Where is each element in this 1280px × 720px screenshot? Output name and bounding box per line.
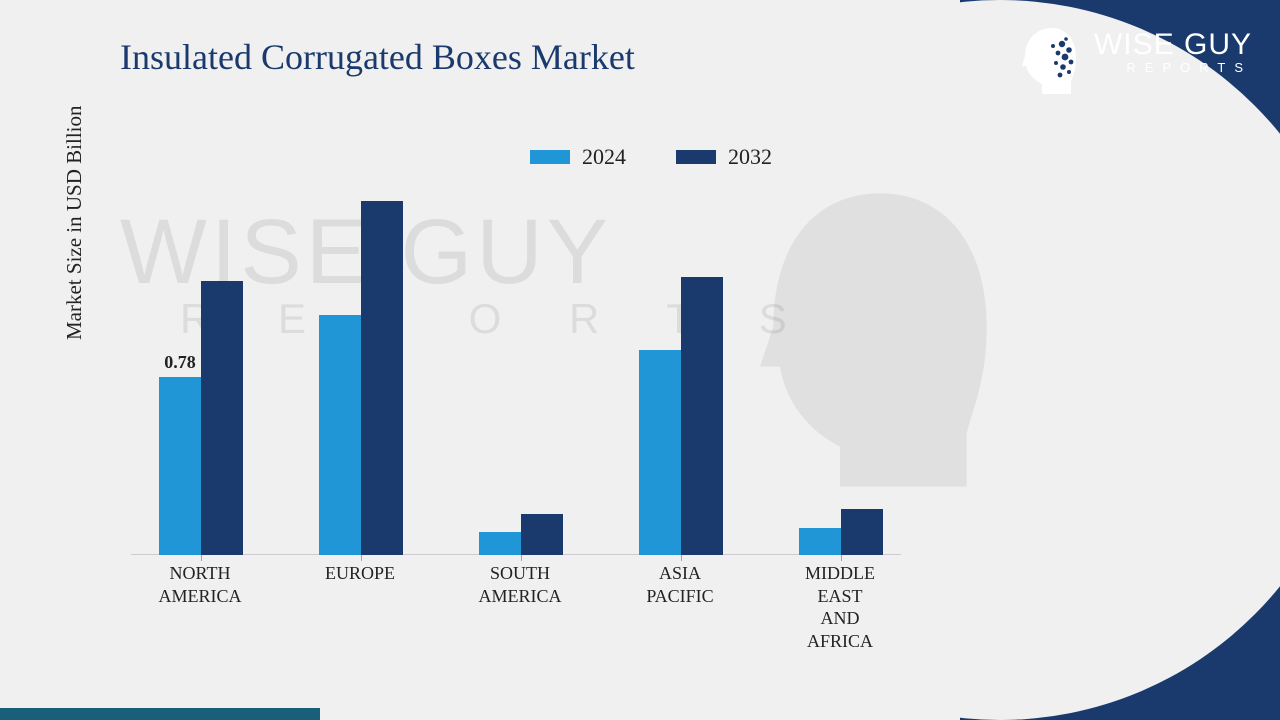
chart-area: Market Size in USD Billion 2024 2032 0.7… — [90, 140, 910, 700]
bar — [841, 509, 883, 555]
logo-head-icon — [1020, 26, 1080, 96]
bar — [201, 281, 243, 555]
x-tick — [361, 555, 362, 561]
brand-sub: REPORTS — [1094, 60, 1252, 75]
legend-label-2032: 2032 — [728, 144, 772, 170]
x-axis-label: MIDDLEEASTANDAFRICA — [770, 562, 910, 652]
bar — [521, 514, 563, 555]
legend-swatch-2032 — [676, 150, 716, 164]
bar-value-label: 0.78 — [150, 352, 210, 373]
bar — [159, 377, 201, 555]
x-axis-label: NORTHAMERICA — [130, 562, 270, 607]
x-tick — [521, 555, 522, 561]
x-axis-label: EUROPE — [290, 562, 430, 585]
plot-area: 0.78 — [120, 190, 901, 555]
bottom-accent-bar — [0, 708, 320, 720]
bar — [681, 277, 723, 555]
x-axis-label: SOUTHAMERICA — [450, 562, 590, 607]
chart-canvas: WISE GUY R E P O R T S WISE GUY REPORTS … — [0, 0, 1280, 720]
legend: 2024 2032 — [530, 144, 772, 170]
chart-title: Insulated Corrugated Boxes Market — [120, 36, 635, 78]
bar — [319, 315, 361, 555]
legend-item-2024: 2024 — [530, 144, 626, 170]
bar — [639, 350, 681, 555]
legend-swatch-2024 — [530, 150, 570, 164]
brand-main: WISE GUY — [1094, 28, 1252, 62]
bar — [799, 528, 841, 555]
x-tick — [841, 555, 842, 561]
x-axis-label: ASIAPACIFIC — [610, 562, 750, 607]
legend-label-2024: 2024 — [582, 144, 626, 170]
bar — [479, 532, 521, 555]
legend-item-2032: 2032 — [676, 144, 772, 170]
x-tick — [681, 555, 682, 561]
y-axis-label: Market Size in USD Billion — [62, 106, 87, 341]
x-tick — [201, 555, 202, 561]
brand-logo: WISE GUY REPORTS — [1094, 28, 1252, 75]
bar — [361, 201, 403, 555]
